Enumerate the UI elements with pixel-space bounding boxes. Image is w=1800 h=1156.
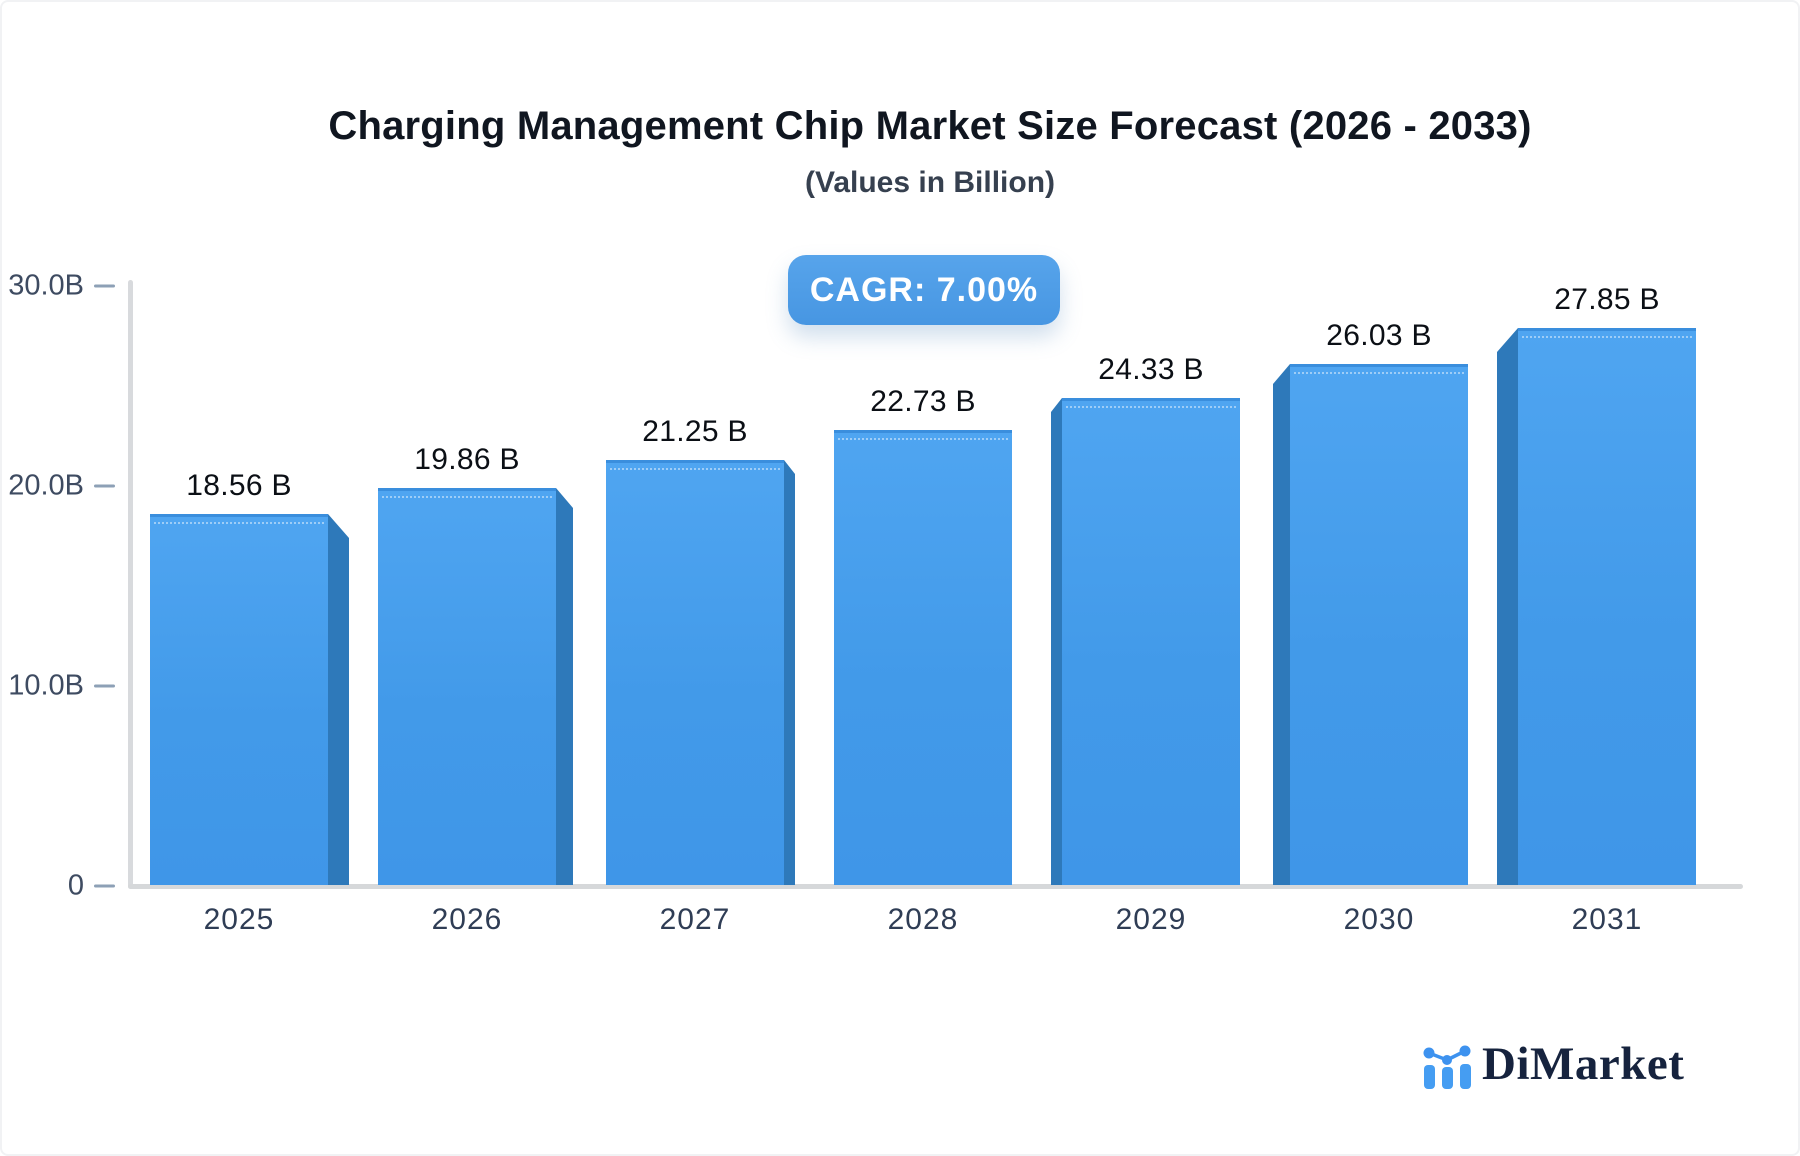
- y-axis-tick-label: 0: [67, 869, 84, 902]
- bar-3d-side: [556, 488, 573, 885]
- y-axis-tick-label: 10.0B: [8, 669, 84, 702]
- cagr-badge: CAGR: 7.00%: [788, 255, 1060, 325]
- bar-2026[interactable]: [378, 488, 556, 885]
- dimarket-logo: DiMarket: [1418, 1038, 1684, 1090]
- y-axis-line: [128, 280, 133, 889]
- bar-2031[interactable]: [1518, 328, 1696, 885]
- bar-chart-logo-icon: [1423, 1045, 1471, 1089]
- y-axis-tick-mark: [94, 884, 115, 888]
- y-axis-tick-mark: [94, 284, 115, 288]
- bar-3d-side: [1497, 328, 1518, 885]
- x-axis-label: 2028: [887, 903, 959, 936]
- bar-2025[interactable]: [150, 514, 328, 885]
- bar-3d-side: [1273, 364, 1290, 885]
- x-axis-label: 2029: [1115, 903, 1187, 936]
- bar-2028[interactable]: [834, 430, 1012, 885]
- bar-value-label: 27.85 B: [1554, 283, 1660, 316]
- bar-2027[interactable]: [606, 460, 784, 885]
- chart-subtitle: (Values in Billion): [804, 166, 1056, 199]
- y-axis-tick-label: 30.0B: [8, 269, 84, 302]
- x-axis-label: 2031: [1571, 903, 1643, 936]
- x-axis-label: 2026: [431, 903, 503, 936]
- y-axis-tick-mark: [94, 484, 115, 488]
- x-axis-label: 2025: [203, 903, 275, 936]
- x-axis-line: [128, 884, 1743, 889]
- bar-value-label: 26.03 B: [1326, 319, 1432, 352]
- bar-value-label: 22.73 B: [870, 385, 976, 418]
- bar-value-label: 18.56 B: [186, 469, 292, 502]
- bar-value-label: 19.86 B: [414, 443, 520, 476]
- bar-2029[interactable]: [1062, 398, 1240, 885]
- bar-3d-side: [784, 460, 795, 885]
- x-axis-label: 2027: [659, 903, 731, 936]
- bar-value-label: 24.33 B: [1098, 353, 1204, 386]
- bar-3d-side: [1051, 398, 1062, 885]
- x-axis-label: 2030: [1343, 903, 1415, 936]
- chart-title: Charging Management Chip Market Size For…: [328, 104, 1532, 148]
- cagr-badge-label: CAGR: 7.00%: [809, 270, 1039, 309]
- y-axis-tick-label: 20.0B: [8, 469, 84, 502]
- bar-2030[interactable]: [1290, 364, 1468, 885]
- y-axis-tick-mark: [94, 684, 115, 688]
- bar-value-label: 21.25 B: [642, 415, 748, 448]
- logo-text: DiMarket: [1482, 1038, 1685, 1090]
- bar-3d-side: [328, 514, 349, 885]
